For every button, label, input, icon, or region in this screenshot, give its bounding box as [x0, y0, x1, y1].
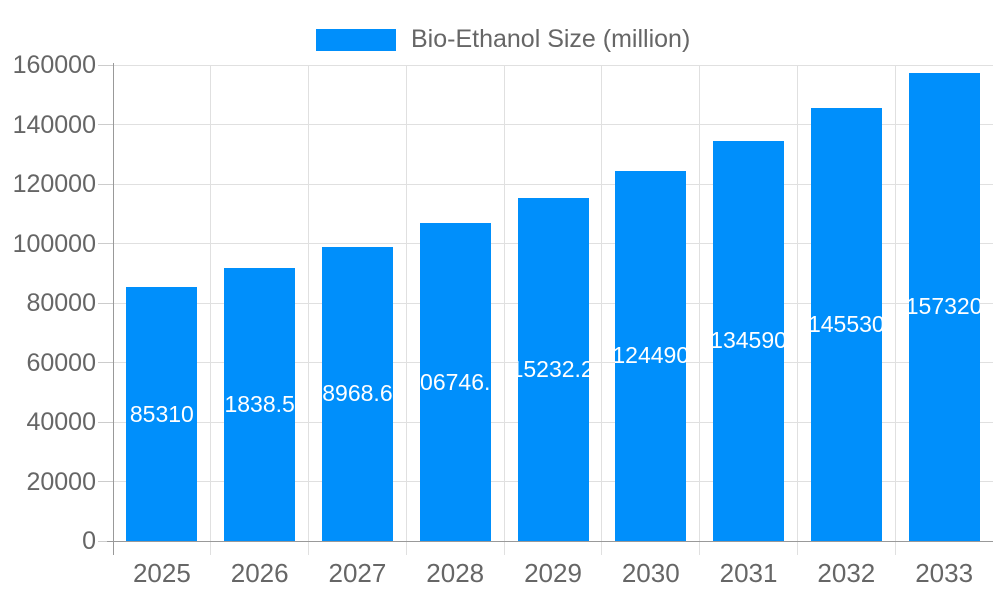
x-axis-label: 2032: [817, 558, 876, 588]
x-gridline: [503, 65, 505, 555]
bar[interactable]: 106746.6: [419, 223, 491, 541]
y-tick: [98, 421, 113, 423]
bar[interactable]: 134590: [713, 140, 785, 541]
y-gridline: [113, 64, 993, 66]
x-gridline: [601, 65, 603, 555]
bar[interactable]: 124490: [615, 170, 687, 541]
y-axis-label: 140000: [12, 110, 96, 139]
x-axis-label: 2030: [621, 558, 680, 588]
y-axis-label: 60000: [26, 348, 96, 377]
y-gridline: [113, 124, 993, 125]
y-axis-label: 0: [82, 527, 96, 555]
x-axis-label: 2031: [719, 558, 778, 588]
bar-value-label: 115232.25: [518, 356, 589, 383]
y-tick: [98, 183, 113, 185]
y-tick: [98, 302, 113, 304]
y-axis-label: 80000: [26, 289, 96, 317]
y-axis-label: 120000: [12, 170, 96, 198]
bar-value-label: 157320: [908, 293, 980, 320]
bar-value-label: 134590: [713, 327, 785, 354]
y-axis-label: 40000: [26, 408, 96, 436]
bar[interactable]: 157320: [908, 72, 980, 541]
y-tick: [98, 243, 113, 244]
bar-value-label: 91838.55: [224, 390, 295, 417]
x-gridline: [405, 65, 407, 555]
y-tick: [98, 362, 113, 363]
x-axis-label: 2025: [132, 558, 191, 588]
y-tick: [98, 540, 113, 542]
x-axis-label: 2029: [524, 558, 582, 588]
y-axis-label: 20000: [26, 467, 96, 496]
y-axis-label: 100000: [12, 229, 96, 258]
bar[interactable]: 115232.25: [517, 198, 589, 541]
x-gridline: [308, 65, 310, 555]
y-tick: [98, 64, 113, 66]
x-gridline: [894, 65, 896, 555]
legend-swatch[interactable]: [316, 28, 396, 51]
bar-value-label: 145530: [810, 311, 882, 338]
x-gridline: [210, 65, 212, 555]
x-axis-label: 2026: [230, 558, 289, 588]
y-tick: [98, 481, 113, 482]
bar[interactable]: 98968.68: [321, 246, 393, 541]
bar-value-label: 85310: [129, 400, 194, 427]
x-axis-label: 2033: [915, 558, 974, 588]
bar-value-label: 106746.6: [420, 368, 491, 395]
bar-value-label: 124490: [615, 342, 687, 369]
x-axis-label: 2027: [328, 558, 387, 588]
x-gridline: [796, 65, 798, 555]
bar[interactable]: 85310: [126, 287, 198, 541]
legend[interactable]: Bio-Ethanol Size (million): [316, 25, 690, 54]
bar[interactable]: 145530: [810, 108, 882, 541]
legend-label: Bio-Ethanol Size (million): [411, 25, 691, 53]
y-gridline: [113, 183, 993, 185]
y-axis-line: [112, 63, 114, 555]
bar[interactable]: 91838.55: [224, 267, 296, 541]
x-axis-label: 2028: [426, 558, 485, 588]
bar-value-label: 98968.68: [322, 380, 393, 407]
y-axis-label: 160000: [12, 51, 96, 79]
x-axis-line: [107, 540, 993, 542]
y-tick: [98, 124, 113, 125]
x-gridline: [699, 65, 701, 555]
